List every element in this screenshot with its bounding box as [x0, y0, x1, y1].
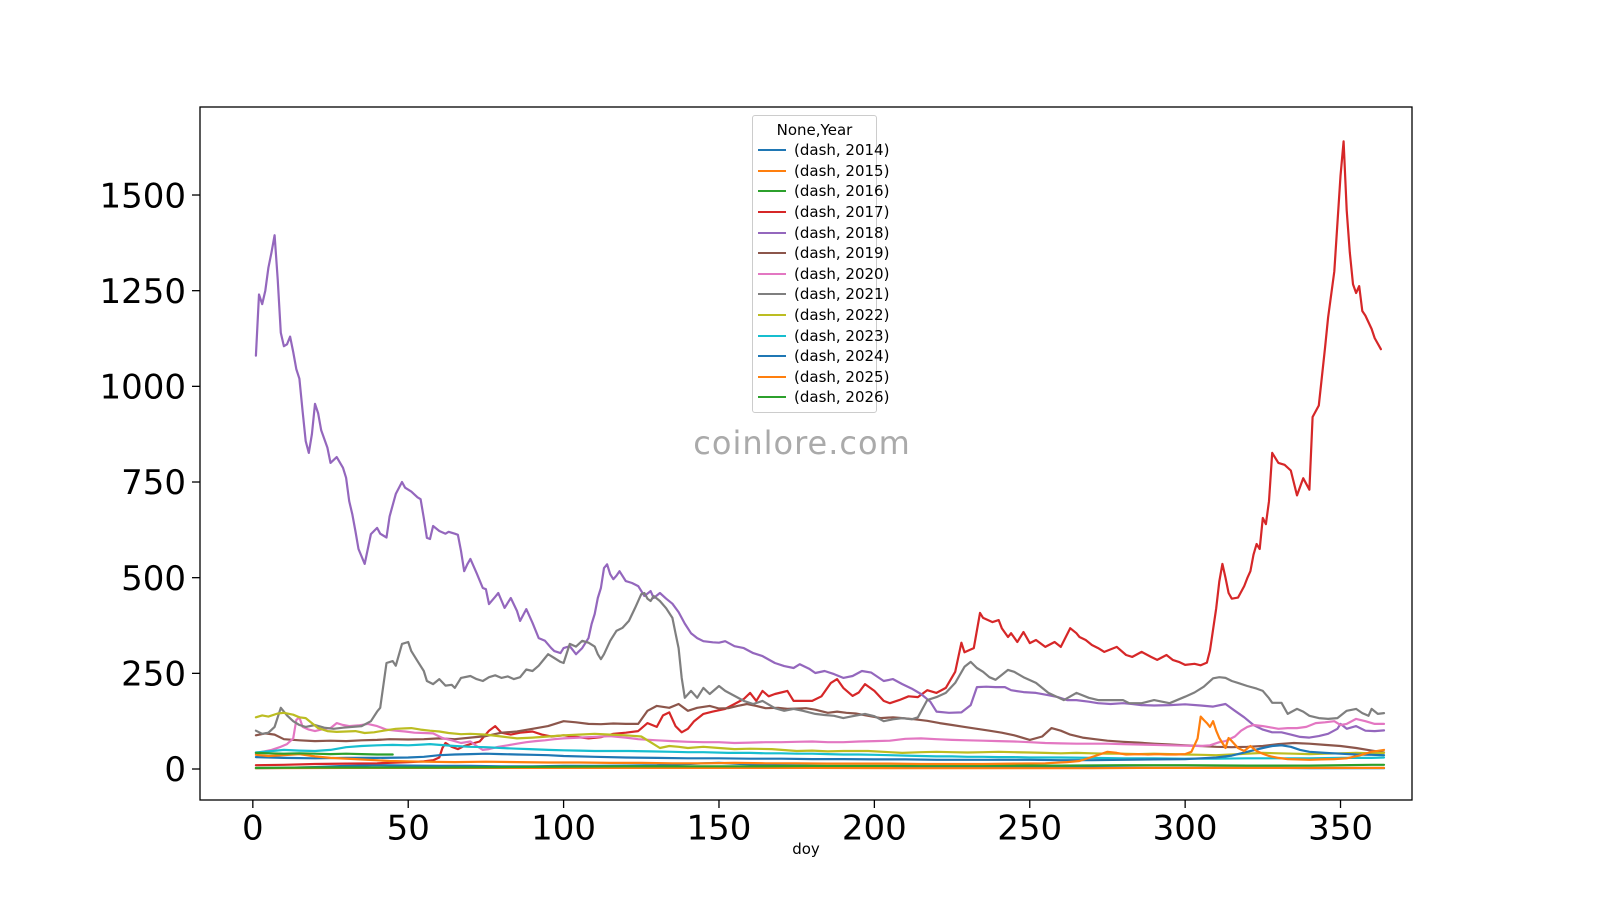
legend-entry-2025: (dash, 2025) [753, 367, 889, 388]
y-tick-label: 500 [121, 559, 186, 599]
x-tick-label: 300 [1153, 809, 1218, 849]
legend-swatch-line [758, 231, 786, 234]
series-line-2017 [254, 140, 1383, 767]
legend-entry-2021: (dash, 2021) [753, 284, 889, 305]
y-tick-label: 0 [164, 750, 186, 790]
legend-entry-2015: (dash, 2015) [753, 161, 889, 182]
legend-entry-label: (dash, 2016) [794, 182, 890, 201]
legend-entry-label: (dash, 2020) [794, 264, 890, 283]
legend-entry-2020: (dash, 2020) [753, 264, 889, 285]
legend-entry-2016: (dash, 2016) [753, 181, 889, 202]
legend-entry-label: (dash, 2018) [794, 223, 890, 242]
legend-entry-2019: (dash, 2019) [753, 243, 889, 264]
legend-swatch-line [758, 149, 786, 152]
legend-swatch-line [758, 314, 786, 317]
legend-entry-2022: (dash, 2022) [753, 305, 889, 326]
x-tick-label: 250 [997, 809, 1062, 849]
y-tick-label: 1000 [99, 368, 186, 408]
legend-entry-label: (dash, 2021) [794, 285, 890, 304]
x-tick-label: 100 [531, 809, 596, 849]
legend-entry-2023: (dash, 2023) [753, 325, 889, 346]
legend-box: None,Year (dash, 2014) (dash, 2015) (dash,… [752, 115, 889, 413]
legend-entry-label: (dash, 2017) [794, 203, 890, 222]
legend-entry-2024: (dash, 2024) [753, 346, 889, 367]
x-tick-label: 350 [1308, 809, 1373, 849]
y-tick-label: 1250 [99, 272, 186, 312]
legend-swatch-line [758, 334, 786, 337]
legend-entry-label: (dash, 2025) [794, 367, 890, 386]
x-tick-label: 0 [242, 809, 264, 849]
legend-swatch-line [758, 252, 786, 255]
legend-entry-2026: (dash, 2026) [753, 387, 889, 408]
series-line-2024 [254, 744, 1386, 762]
legend-entry-label: (dash, 2015) [794, 161, 890, 180]
legend-entry-label: (dash, 2024) [794, 347, 890, 366]
series-line-2016 [254, 763, 1386, 770]
legend-entry-2017: (dash, 2017) [753, 202, 889, 223]
legend-entry-label: (dash, 2026) [794, 388, 890, 407]
y-tick-label: 250 [121, 655, 186, 695]
legend-entry-label: (dash, 2019) [794, 244, 890, 263]
legend-swatch-line [758, 396, 786, 399]
legend-entry-label: (dash, 2022) [794, 306, 890, 325]
x-tick-label: 50 [387, 809, 430, 849]
x-tick-label: 200 [842, 809, 907, 849]
y-tick-label: 1500 [99, 176, 186, 216]
legend-swatch-line [758, 375, 786, 378]
legend-swatch-line [758, 169, 786, 172]
legend-swatch-line [758, 355, 786, 358]
x-tick-label: 150 [687, 809, 752, 849]
plot-border [199, 106, 1413, 801]
series-line-2020 [254, 716, 1386, 755]
legend-entry-2014: (dash, 2014) [753, 140, 889, 161]
series-line-2021 [254, 591, 1386, 735]
series-line-2026 [254, 751, 394, 756]
legend-swatch-line [758, 293, 786, 296]
legend-swatch-line [758, 190, 786, 193]
watermark: coinlore.com [693, 424, 911, 462]
legend-entry-2018: (dash, 2018) [753, 222, 889, 243]
series-line-2025 [254, 715, 1386, 766]
x-axis-label: doy [792, 840, 820, 858]
series-line-2018 [254, 234, 1386, 739]
legend-entry-label: (dash, 2023) [794, 326, 890, 345]
y-tick-label: 750 [121, 463, 186, 503]
legend-swatch-line [758, 211, 786, 214]
legend-entries: (dash, 2014) (dash, 2015) (dash, 2016) (das… [753, 140, 889, 408]
legend-entry-label: (dash, 2014) [794, 141, 890, 160]
legend-swatch-line [758, 272, 786, 275]
legend-title: None,Year [776, 121, 853, 139]
